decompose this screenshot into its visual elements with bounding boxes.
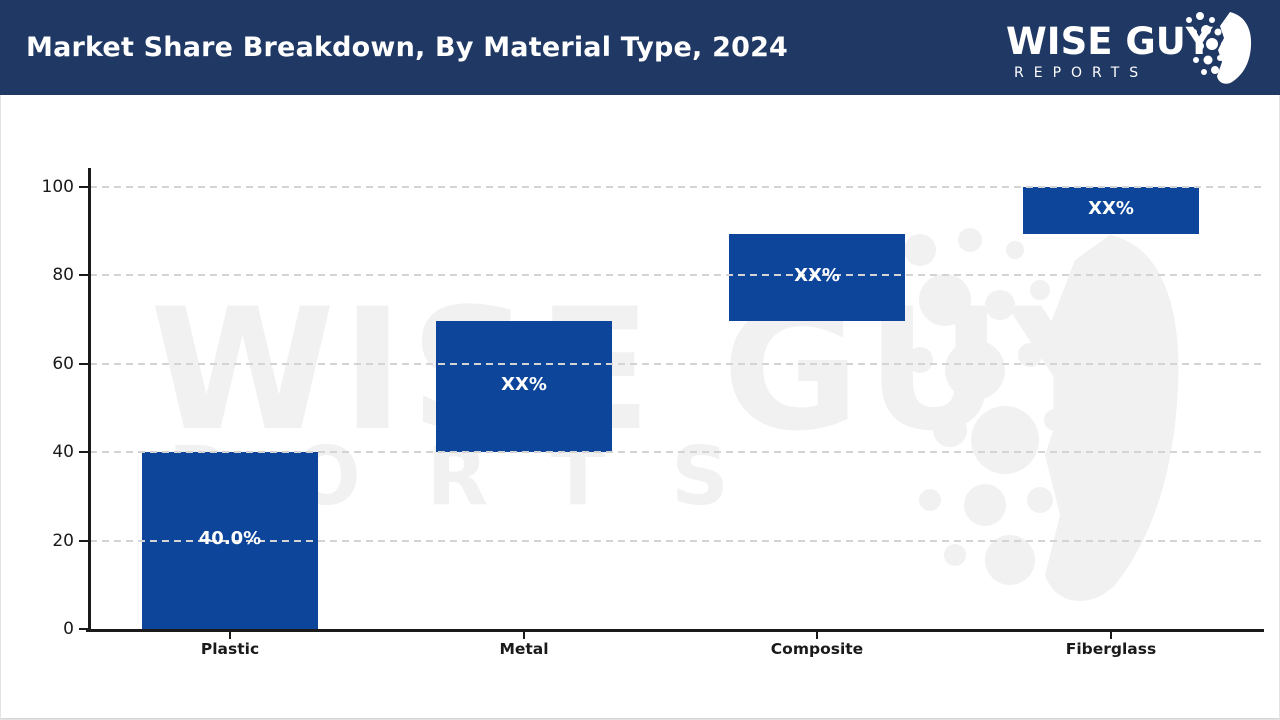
bar-composite [729, 234, 905, 321]
bar-value-label: XX% [1088, 197, 1134, 219]
watermark-face-dots [904, 228, 1179, 602]
y-tick-label: 20 [52, 530, 74, 551]
y-tick-mark [79, 274, 88, 277]
page-title: Market Share Breakdown, By Material Type… [26, 32, 789, 63]
x-tick-label-fiberglass: Fiberglass [1065, 640, 1157, 658]
gridline [90, 186, 1262, 188]
y-tick-label: 40 [52, 442, 74, 463]
svg-text:REPORTS: REPORTS [1014, 65, 1148, 81]
gridline [90, 274, 1262, 277]
y-tick-label: 80 [52, 265, 74, 286]
bar-fiberglass [1023, 187, 1199, 235]
y-tick-mark [79, 451, 88, 454]
y-tick-mark [79, 628, 88, 630]
x-tick-mark [816, 631, 818, 639]
y-tick-mark [79, 362, 88, 365]
bar-metal [436, 320, 612, 453]
logo-face-dots [1186, 11, 1252, 84]
gridline [90, 362, 1262, 365]
header-bar: Market Share Breakdown, By Material Type… [0, 0, 1280, 95]
x-tick-mark [1110, 631, 1112, 639]
gridline [90, 451, 1262, 454]
gridline [90, 539, 1262, 542]
x-tick-mark [229, 631, 231, 639]
y-tick-label: 0 [63, 619, 74, 639]
wise-guy-reports-logo: WISE GUY REPORTS [1006, 11, 1252, 84]
bar-value-label: XX% [501, 373, 547, 395]
x-tick-label-composite: Composite [770, 640, 864, 658]
x-tick-label-metal: Metal [499, 640, 549, 658]
x-axis-line [86, 629, 1264, 632]
y-tick-mark [79, 186, 88, 188]
x-tick-mark [523, 631, 525, 639]
svg-text:WISE GUY: WISE GUY [1006, 20, 1214, 63]
x-tick-label-plastic: Plastic [200, 640, 260, 658]
y-tick-label: 100 [41, 177, 74, 197]
y-axis-line [88, 168, 91, 631]
bar-value-label: XX% [794, 264, 840, 286]
bar-value-label: 40.0% [198, 527, 262, 549]
y-tick-mark [79, 539, 88, 542]
y-tick-label: 60 [52, 353, 74, 374]
